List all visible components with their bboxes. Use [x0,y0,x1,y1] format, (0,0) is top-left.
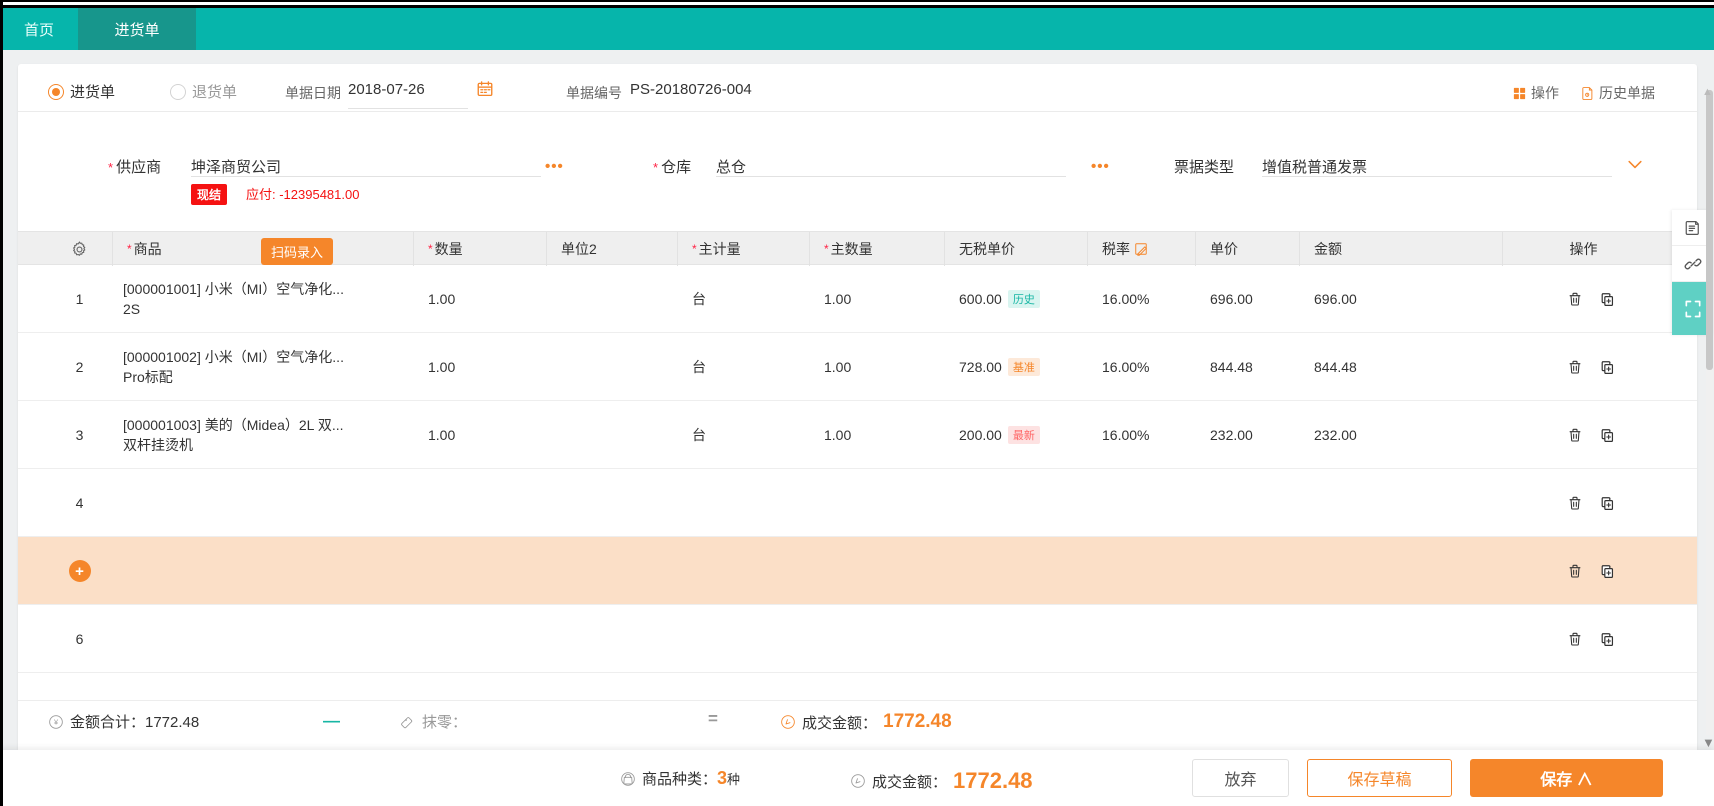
svg-text:¥: ¥ [54,717,59,726]
